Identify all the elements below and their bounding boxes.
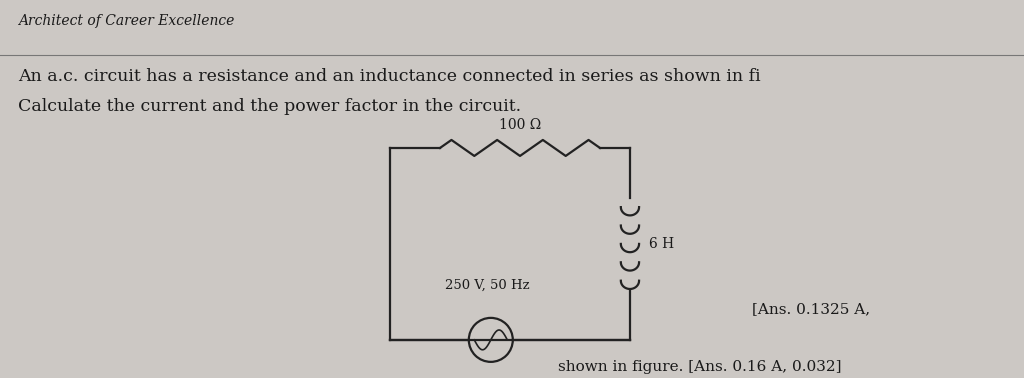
Text: Calculate the current and the power factor in the circuit.: Calculate the current and the power fact… [18, 98, 521, 115]
Text: Architect of Career Excellence: Architect of Career Excellence [18, 14, 234, 28]
Text: An a.c. circuit has a resistance and an inductance connected in series as shown : An a.c. circuit has a resistance and an … [18, 68, 761, 85]
Text: 6 H: 6 H [649, 237, 674, 251]
Text: shown in figure. [Ans. 0.16 A, 0.032]: shown in figure. [Ans. 0.16 A, 0.032] [558, 360, 842, 374]
Text: 250 V, 50 Hz: 250 V, 50 Hz [445, 278, 529, 291]
Text: 100 Ω: 100 Ω [499, 118, 541, 132]
Text: [Ans. 0.1325 A,: [Ans. 0.1325 A, [752, 302, 869, 316]
